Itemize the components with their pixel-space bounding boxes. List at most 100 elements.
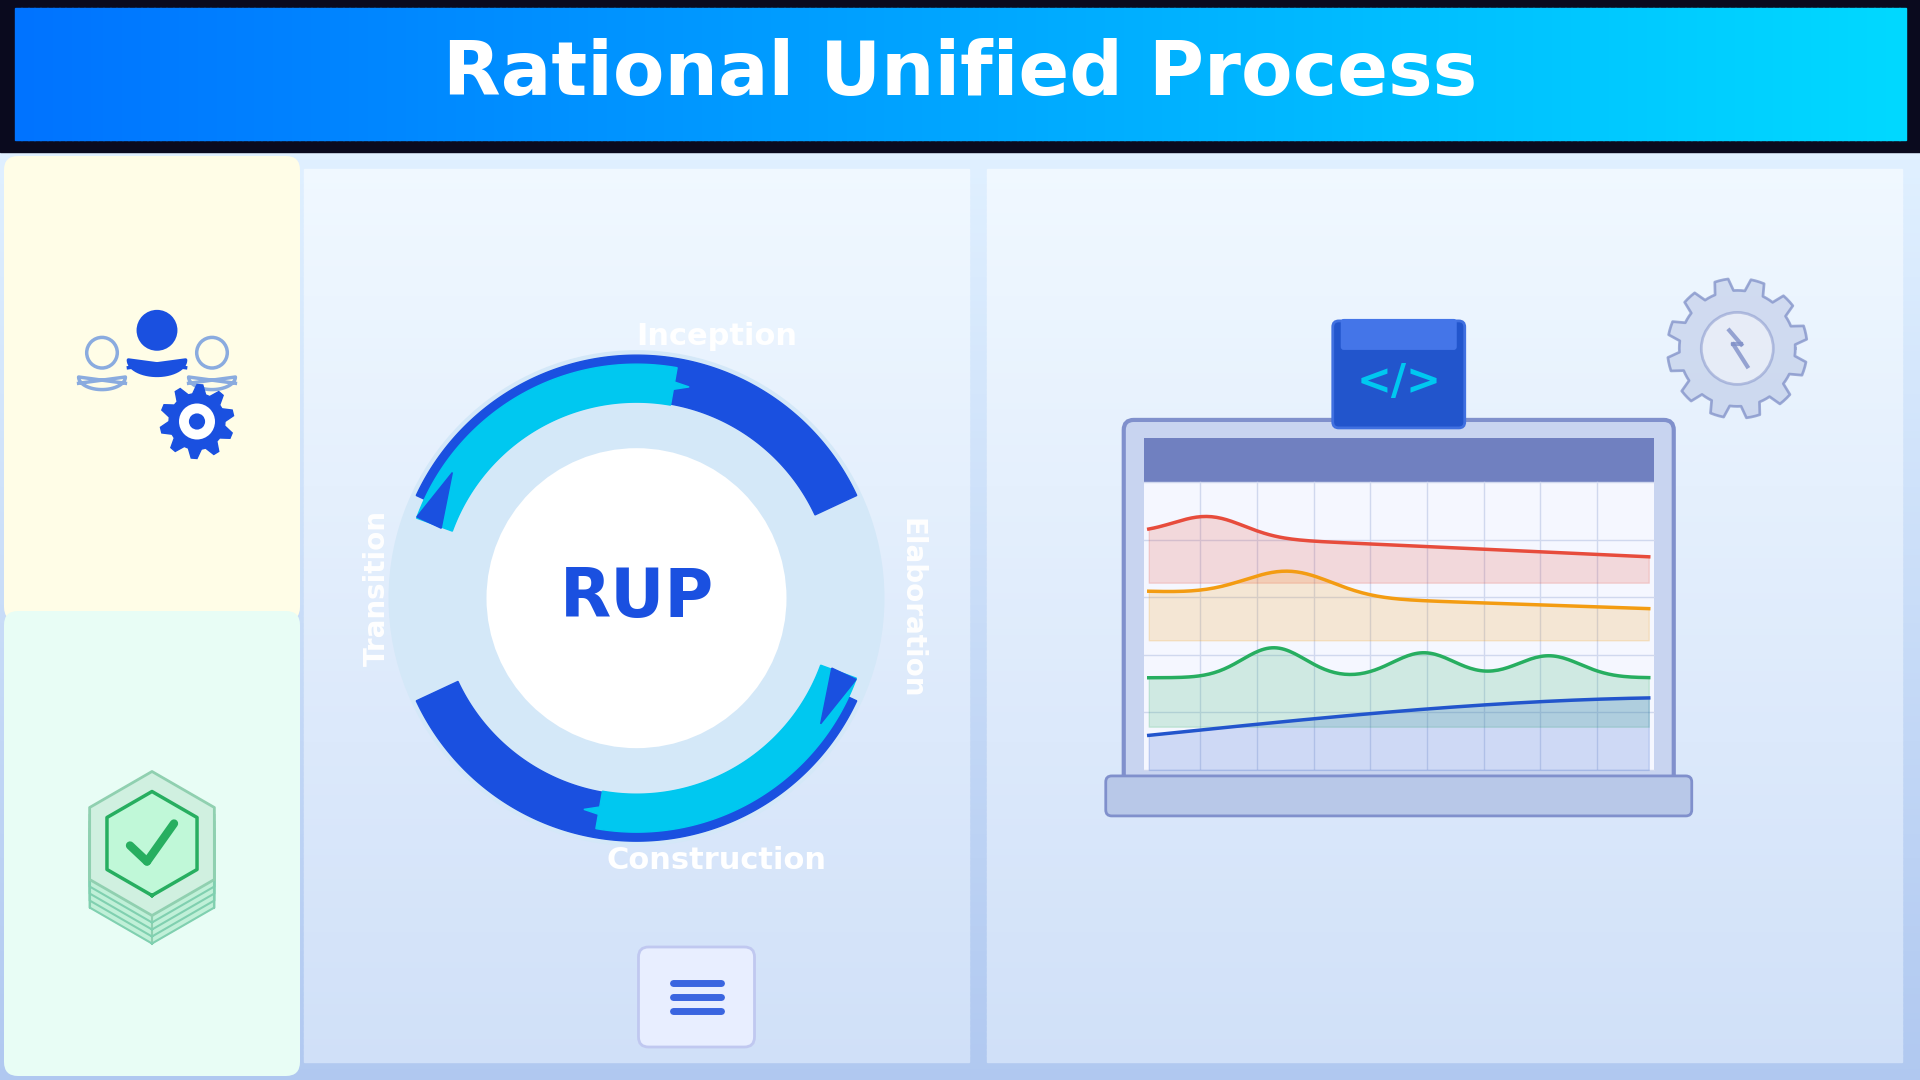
FancyBboxPatch shape	[1332, 321, 1465, 428]
Bar	[1123, 8, 1131, 140]
Bar	[714, 8, 722, 140]
Bar	[1219, 8, 1225, 140]
Bar	[0, 956, 1920, 962]
Bar	[303, 711, 970, 717]
Bar	[0, 800, 1920, 808]
Polygon shape	[90, 793, 215, 936]
Bar	[960, 8, 968, 140]
Bar	[330, 8, 338, 140]
Bar	[303, 424, 970, 432]
Bar	[0, 788, 1920, 795]
Bar	[129, 8, 136, 140]
Bar	[1394, 8, 1402, 140]
Bar	[1622, 8, 1628, 140]
Bar	[0, 1004, 1920, 1012]
Bar	[518, 8, 526, 140]
Bar	[0, 1054, 1920, 1062]
Bar	[303, 324, 970, 330]
Bar	[0, 380, 1920, 387]
Bar	[1275, 8, 1283, 140]
Bar	[657, 8, 664, 140]
Bar	[303, 455, 970, 461]
Bar	[0, 621, 1920, 629]
Bar	[1678, 8, 1686, 140]
Bar	[303, 1025, 970, 1032]
Bar	[897, 8, 904, 140]
Bar	[1521, 8, 1528, 140]
Bar	[303, 562, 970, 568]
Bar	[303, 977, 970, 985]
Bar	[303, 502, 970, 509]
Bar	[987, 770, 1903, 777]
Bar	[987, 241, 1903, 247]
Bar	[1087, 8, 1092, 140]
Bar	[866, 8, 874, 140]
Bar	[987, 265, 1903, 271]
Bar	[639, 8, 645, 140]
Bar	[987, 353, 1903, 361]
Bar	[626, 8, 634, 140]
Bar	[1540, 8, 1548, 140]
Bar	[507, 8, 515, 140]
Bar	[987, 282, 1903, 289]
Bar	[303, 306, 970, 313]
FancyBboxPatch shape	[639, 947, 755, 1047]
Bar	[632, 8, 639, 140]
Bar	[987, 502, 1903, 509]
Circle shape	[138, 312, 177, 349]
Bar	[0, 659, 1920, 665]
Bar	[1761, 8, 1768, 140]
Polygon shape	[1668, 279, 1807, 418]
Bar	[1515, 8, 1523, 140]
Bar	[987, 573, 1903, 580]
Bar	[303, 1055, 970, 1062]
Bar	[273, 8, 280, 140]
Bar	[438, 8, 444, 140]
Bar	[987, 811, 1903, 819]
Bar	[828, 8, 835, 140]
Text: Inception: Inception	[636, 322, 797, 351]
Bar	[1250, 8, 1258, 140]
Bar	[987, 906, 1903, 914]
FancyBboxPatch shape	[4, 611, 300, 1076]
Bar	[745, 8, 753, 140]
Bar	[973, 8, 979, 140]
Bar	[303, 906, 970, 914]
Bar	[303, 294, 970, 301]
Bar	[0, 943, 1920, 950]
Circle shape	[1701, 312, 1774, 384]
Bar	[0, 410, 1920, 418]
Bar	[21, 8, 29, 140]
Bar	[0, 615, 1920, 622]
Bar	[303, 472, 970, 480]
Bar	[303, 436, 970, 444]
Bar	[695, 8, 703, 140]
Bar	[303, 555, 970, 563]
Bar	[303, 882, 970, 890]
Text: Rational Unified Process: Rational Unified Process	[444, 38, 1476, 110]
Bar	[303, 901, 970, 907]
Bar	[303, 716, 970, 723]
Bar	[987, 799, 1903, 807]
Bar	[987, 407, 1903, 414]
Bar	[1640, 8, 1647, 140]
Bar	[987, 669, 1903, 675]
Bar	[987, 972, 1903, 978]
Bar	[1256, 8, 1263, 140]
Bar	[1893, 8, 1899, 140]
Bar	[0, 249, 1920, 257]
Bar	[1073, 8, 1081, 140]
Bar	[987, 740, 1903, 747]
Bar	[1596, 8, 1603, 140]
Bar	[444, 8, 451, 140]
Bar	[0, 330, 1920, 338]
Bar	[987, 960, 1903, 967]
Bar	[303, 193, 970, 200]
Bar	[0, 918, 1920, 926]
Bar	[1413, 8, 1421, 140]
Bar	[1628, 8, 1636, 140]
Bar	[987, 775, 1903, 783]
Bar	[1112, 8, 1119, 140]
Bar	[463, 8, 470, 140]
Bar	[987, 752, 1903, 759]
